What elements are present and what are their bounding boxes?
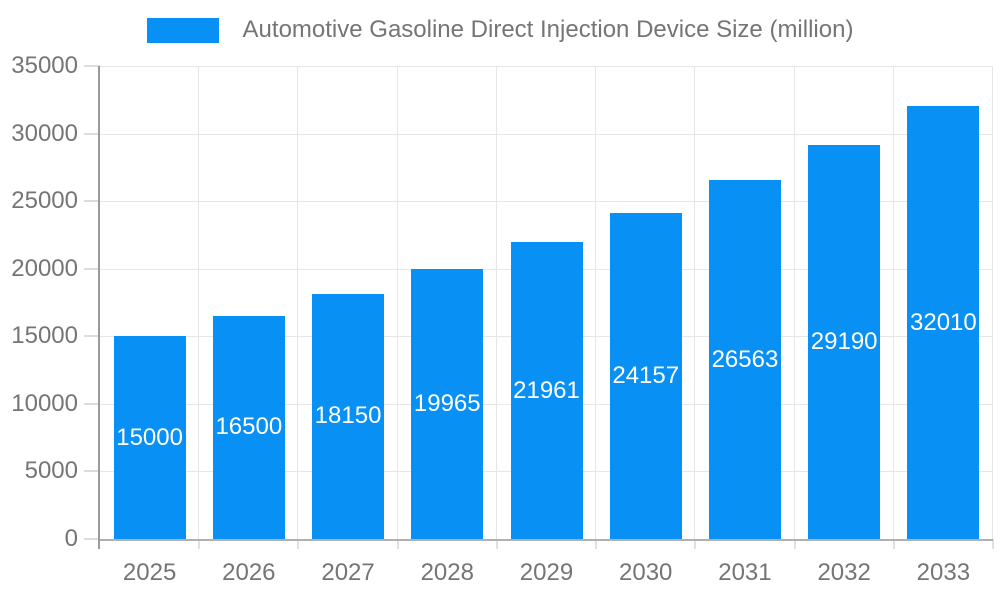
x-axis-tick (892, 539, 895, 549)
gridline-vertical (992, 66, 993, 539)
x-axis-tick (297, 539, 300, 549)
y-axis-tick (84, 65, 100, 67)
y-axis-tick (84, 538, 100, 540)
x-axis-label-2031: 2031 (718, 559, 772, 586)
gridline-horizontal (100, 133, 993, 135)
gridline-vertical (198, 66, 200, 539)
y-axis-line (98, 66, 100, 549)
bar-2028[interactable]: 19965 (411, 269, 484, 539)
x-axis-label-2032: 2032 (817, 559, 871, 586)
y-axis-label: 25000 (11, 187, 78, 215)
gridline-vertical (694, 66, 696, 539)
bar-value-label: 29190 (810, 327, 878, 355)
x-axis-line (100, 539, 993, 541)
gridline-vertical (595, 66, 597, 539)
bar-2032[interactable]: 29190 (808, 144, 881, 539)
x-axis-tick (495, 539, 498, 549)
x-axis-tick (694, 539, 697, 549)
bar-value-label: 18150 (314, 402, 382, 430)
bar-value-label: 32010 (910, 308, 977, 336)
gridline-vertical (892, 66, 894, 539)
gridline-vertical (793, 66, 795, 539)
x-axis-tick (992, 539, 994, 549)
y-axis-label: 5000 (24, 457, 78, 485)
gridline-horizontal (100, 201, 993, 203)
x-axis-tick (198, 539, 201, 549)
y-axis-tick (84, 470, 100, 473)
bar-2025[interactable]: 15000 (113, 336, 186, 539)
bar-2027[interactable]: 18150 (312, 293, 385, 539)
y-axis-tick (84, 402, 100, 405)
bar-2031[interactable]: 26563 (708, 180, 781, 539)
bar-value-label: 21961 (513, 376, 580, 404)
bar-2029[interactable]: 21961 (510, 242, 583, 539)
y-axis-label: 35000 (11, 52, 78, 79)
x-axis-label-2033: 2033 (916, 559, 971, 586)
x-axis-label-2028: 2028 (420, 559, 474, 586)
y-axis-label: 30000 (11, 119, 78, 147)
gridline-horizontal (100, 66, 993, 67)
y-axis-tick (84, 335, 100, 338)
x-axis-label-2025: 2025 (122, 559, 177, 586)
x-axis-label-2026: 2026 (222, 559, 276, 586)
bar-2030[interactable]: 24157 (609, 212, 682, 539)
y-axis-tick (84, 200, 100, 203)
gridline-vertical (297, 66, 299, 539)
x-axis-label-2029: 2029 (519, 559, 574, 586)
x-axis-tick (793, 539, 796, 549)
y-axis-tick (84, 132, 100, 135)
bar-value-label: 16500 (215, 413, 283, 441)
bar-value-label: 24157 (612, 361, 680, 389)
x-axis-label-2030: 2030 (619, 559, 673, 586)
gridline-vertical (495, 66, 497, 539)
y-axis-label: 15000 (11, 322, 78, 350)
y-axis-label: 20000 (11, 254, 78, 282)
bar-value-label: 15000 (116, 423, 183, 451)
legend-swatch (146, 17, 219, 43)
legend[interactable]: Automotive Gasoline Direct Injection Dev… (0, 16, 1000, 44)
x-axis-label-2027: 2027 (321, 559, 375, 586)
y-axis-label: 0 (64, 525, 78, 552)
y-axis-label: 10000 (11, 389, 78, 417)
bar-value-label: 19965 (413, 390, 481, 418)
x-axis-tick (396, 539, 399, 549)
bar-2033[interactable]: 32010 (907, 106, 980, 539)
x-axis-tick (595, 539, 598, 549)
bar-2026[interactable]: 16500 (212, 316, 285, 539)
gridline-vertical (396, 66, 398, 539)
y-axis-tick (84, 267, 100, 270)
legend-label: Automotive Gasoline Direct Injection Dev… (242, 16, 854, 43)
bar-value-label: 26563 (711, 345, 779, 373)
